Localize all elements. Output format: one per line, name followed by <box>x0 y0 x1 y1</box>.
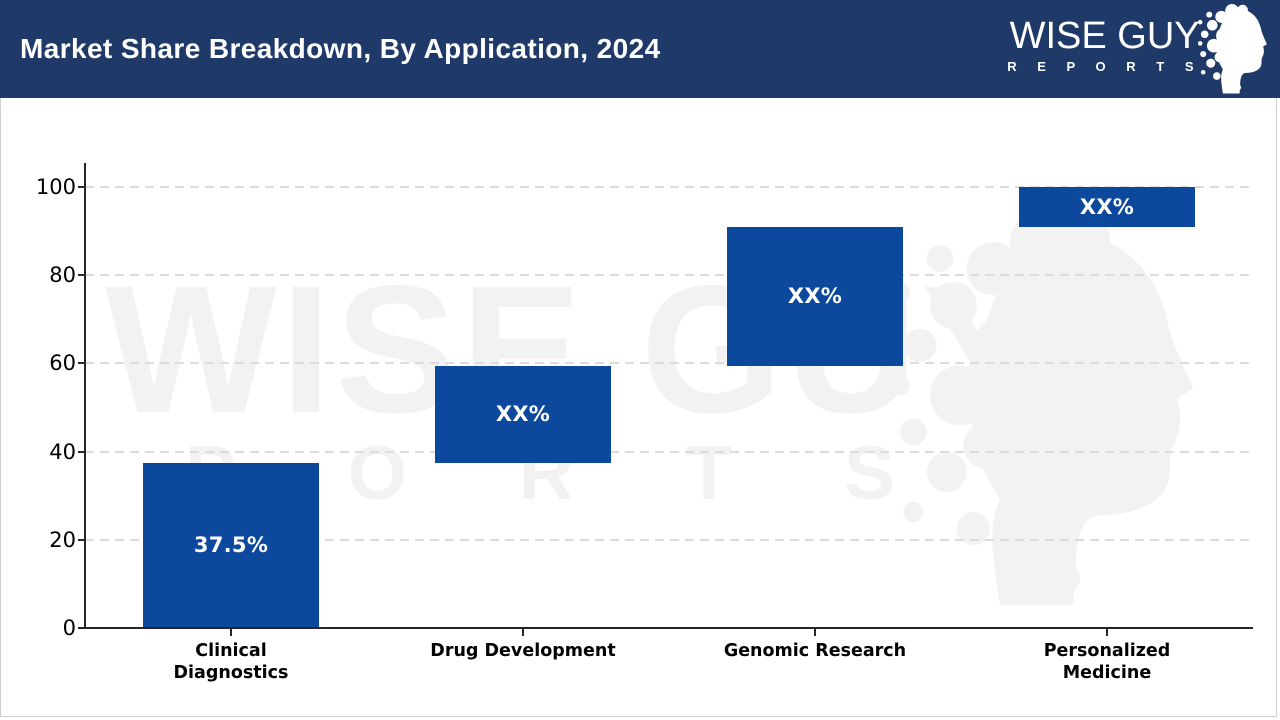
bar-segment: XX% <box>1019 187 1195 227</box>
bar-value-label: XX% <box>787 284 843 309</box>
bar-value-label: XX% <box>495 402 551 427</box>
logo-subtext: R E P O R T S <box>1007 58 1202 74</box>
y-tick-label: 60 <box>49 351 76 376</box>
y-tick-mark <box>78 538 85 541</box>
x-tick-mark <box>1106 629 1108 636</box>
card-border-left <box>0 98 1 717</box>
y-tick-label: 0 <box>62 616 76 640</box>
y-tick-mark <box>78 274 85 277</box>
logo-wordmark: WISE GUY <box>1009 15 1200 57</box>
header-bar: Market Share Breakdown, By Application, … <box>0 0 1280 98</box>
y-tick-label: 80 <box>49 263 76 288</box>
y-tick-label: 40 <box>49 439 76 464</box>
y-tick-mark <box>78 186 85 188</box>
page-title: Market Share Breakdown, By Application, … <box>20 33 661 64</box>
grid-line <box>85 274 1253 277</box>
logo-text: WISE GUY R E P O R T S <box>1007 15 1202 74</box>
bar-value-label: 37.5% <box>193 533 269 558</box>
bar-segment: XX% <box>435 365 611 463</box>
x-axis-spine <box>84 627 1253 629</box>
y-tick-mark <box>78 450 85 453</box>
y-tick-label: 20 <box>49 527 76 552</box>
bar-value-label: XX% <box>1079 194 1135 219</box>
card-border-bottom <box>0 716 1277 717</box>
bar-segment: 37.5% <box>143 462 319 628</box>
card-border-right <box>1276 98 1277 717</box>
y-axis-spine <box>84 163 86 629</box>
bar-segment: XX% <box>727 226 903 366</box>
dotted-head-icon <box>1197 4 1267 94</box>
grid-line <box>85 362 1253 365</box>
x-tick-mark <box>230 629 232 636</box>
y-tick-mark <box>78 627 85 629</box>
grid-line <box>85 186 1253 188</box>
x-category-label: Genomic Research <box>723 641 907 661</box>
grid-line <box>85 450 1253 453</box>
y-tick-label: 100 <box>35 175 76 199</box>
x-tick-mark <box>522 629 524 636</box>
y-tick-mark <box>78 362 85 365</box>
x-category-label: Drug Development <box>430 641 616 661</box>
x-category-label: Clinical Diagnostics <box>173 641 289 683</box>
x-tick-mark <box>814 629 816 636</box>
brand-logo: WISE GUY R E P O R T S <box>1007 0 1272 98</box>
watermark-head-icon <box>890 212 1194 606</box>
grid-line <box>85 538 1253 541</box>
x-category-label: Personalized Medicine <box>1043 641 1171 683</box>
